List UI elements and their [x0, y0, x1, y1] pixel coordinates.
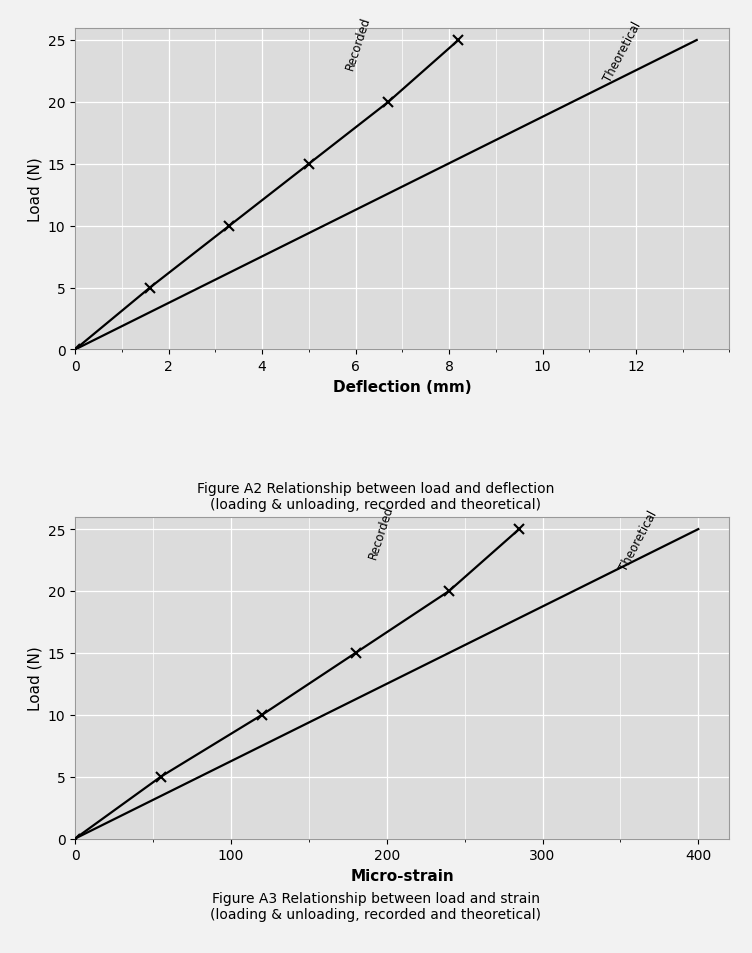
- Text: Recorded: Recorded: [366, 504, 396, 560]
- Text: Theoretical: Theoretical: [617, 508, 660, 573]
- Text: (loading & unloading, recorded and theoretical): (loading & unloading, recorded and theor…: [211, 907, 541, 922]
- Text: Figure A3 Relationship between load and strain: Figure A3 Relationship between load and …: [212, 891, 540, 905]
- X-axis label: Micro-strain: Micro-strain: [350, 868, 454, 882]
- Text: Theoretical: Theoretical: [601, 20, 644, 84]
- Y-axis label: Load (N): Load (N): [27, 157, 42, 222]
- Text: (loading & unloading, recorded and theoretical): (loading & unloading, recorded and theor…: [211, 497, 541, 512]
- X-axis label: Deflection (mm): Deflection (mm): [333, 379, 472, 395]
- Y-axis label: Load (N): Load (N): [27, 645, 42, 710]
- Text: Recorded: Recorded: [343, 15, 373, 71]
- Text: Figure A2 Relationship between load and deflection: Figure A2 Relationship between load and …: [197, 481, 555, 496]
